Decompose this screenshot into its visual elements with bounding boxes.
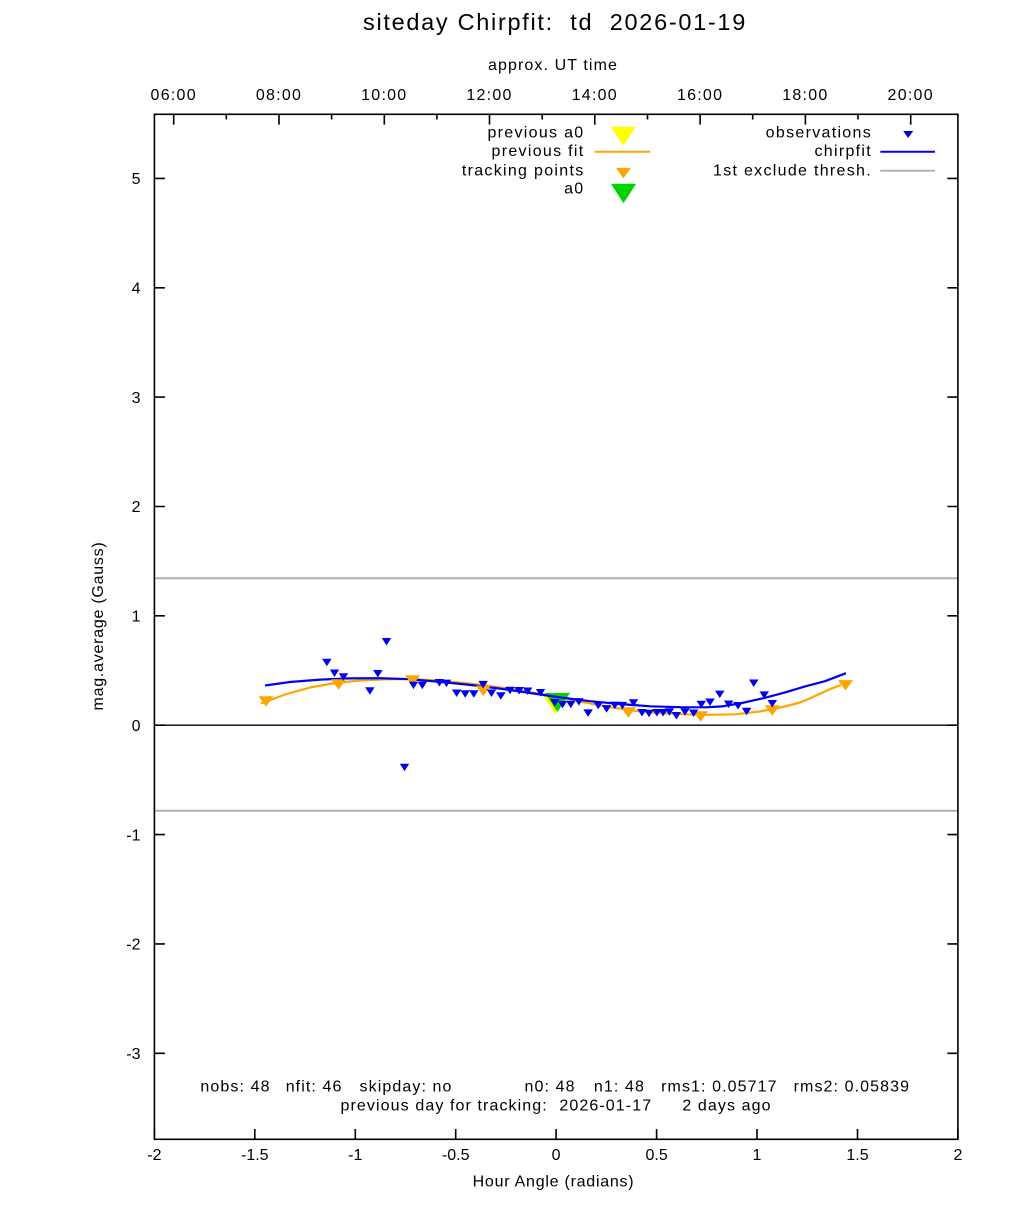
svg-text:previous a0: previous a0 [487, 125, 584, 142]
svg-text:Hour Angle (radians): Hour Angle (radians) [473, 1174, 635, 1191]
svg-text:observations: observations [766, 125, 872, 142]
svg-text:0: 0 [552, 1147, 561, 1164]
svg-text:-2: -2 [126, 937, 140, 954]
svg-text:-1: -1 [126, 827, 140, 844]
svg-text:skipday: no: skipday: no [360, 1079, 453, 1096]
svg-text:rms1: 0.05717: rms1: 0.05717 [661, 1079, 778, 1096]
svg-text:mag.average (Gauss): mag.average (Gauss) [90, 542, 107, 711]
svg-text:n1: 48: n1: 48 [594, 1079, 645, 1096]
svg-text:12:00: 12:00 [466, 87, 512, 104]
svg-text:-0.5: -0.5 [442, 1147, 470, 1164]
svg-text:approx. UT time: approx. UT time [488, 57, 618, 74]
svg-text:-1.5: -1.5 [241, 1147, 269, 1164]
svg-text:20:00: 20:00 [888, 87, 934, 104]
svg-text:-1: -1 [348, 1147, 362, 1164]
svg-text:-3: -3 [126, 1046, 140, 1063]
svg-text:1: 1 [132, 609, 141, 626]
svg-text:a0: a0 [564, 181, 584, 198]
svg-text:tracking points: tracking points [462, 162, 585, 179]
svg-text:08:00: 08:00 [256, 87, 302, 104]
svg-text:4: 4 [132, 281, 141, 298]
svg-text:rms2: 0.05839: rms2: 0.05839 [794, 1079, 911, 1096]
svg-text:siteday Chirpfit: td 2026-01: siteday Chirpfit: td 2026-01-19 [363, 9, 747, 35]
svg-text:2: 2 [953, 1147, 962, 1164]
svg-text:06:00: 06:00 [151, 87, 197, 104]
svg-text:1.5: 1.5 [846, 1147, 868, 1164]
svg-text:previous fit: previous fit [492, 143, 585, 160]
svg-text:1: 1 [753, 1147, 762, 1164]
svg-text:chirpfit: chirpfit [814, 143, 872, 160]
svg-text:3: 3 [132, 390, 141, 407]
svg-text:-2: -2 [147, 1147, 161, 1164]
svg-text:16:00: 16:00 [677, 87, 723, 104]
svg-text:0: 0 [132, 718, 141, 735]
svg-text:n0: 48: n0: 48 [525, 1079, 576, 1096]
svg-text:0.5: 0.5 [645, 1147, 667, 1164]
svg-text:nfit: 46: nfit: 46 [286, 1079, 343, 1096]
svg-text:2 days ago: 2 days ago [682, 1098, 771, 1115]
svg-text:nobs: 48: nobs: 48 [200, 1079, 270, 1096]
svg-text:2026-01-17: 2026-01-17 [559, 1098, 652, 1115]
svg-text:10:00: 10:00 [361, 87, 407, 104]
svg-text:14:00: 14:00 [572, 87, 618, 104]
svg-text:previous day for tracking:: previous day for tracking: [341, 1098, 548, 1115]
svg-text:2: 2 [132, 499, 141, 516]
svg-text:18:00: 18:00 [782, 87, 828, 104]
svg-text:1st exclude thresh.: 1st exclude thresh. [713, 162, 872, 179]
svg-text:5: 5 [132, 171, 141, 188]
